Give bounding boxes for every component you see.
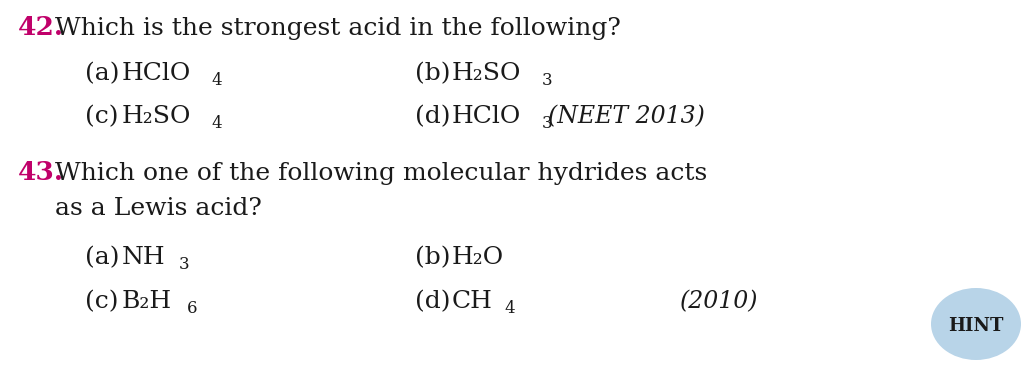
Text: B₂H: B₂H: [122, 290, 172, 313]
Text: (b): (b): [415, 246, 451, 269]
Text: 6: 6: [186, 300, 198, 317]
Text: Which one of the following molecular hydrides acts: Which one of the following molecular hyd…: [55, 162, 708, 185]
Text: HINT: HINT: [948, 317, 1004, 335]
Text: 3: 3: [542, 115, 552, 132]
Text: 43.: 43.: [18, 160, 63, 185]
Text: (b): (b): [415, 62, 451, 85]
Text: 4: 4: [505, 300, 515, 317]
Text: Which is the strongest acid in the following?: Which is the strongest acid in the follo…: [55, 17, 621, 40]
Text: (d): (d): [415, 105, 451, 128]
Text: (c): (c): [85, 105, 119, 128]
Text: (a): (a): [85, 246, 120, 269]
Text: 4: 4: [212, 115, 222, 132]
Text: HClO: HClO: [452, 105, 521, 128]
Text: (c): (c): [85, 290, 119, 313]
Text: H₂SO: H₂SO: [122, 105, 191, 128]
Text: as a Lewis acid?: as a Lewis acid?: [55, 197, 262, 220]
Text: 4: 4: [211, 72, 222, 89]
Text: HClO: HClO: [122, 62, 191, 85]
Text: NH: NH: [122, 246, 166, 269]
Ellipse shape: [931, 288, 1021, 360]
Text: (a): (a): [85, 62, 120, 85]
Text: (NEET 2013): (NEET 2013): [548, 105, 705, 128]
Text: H₂O: H₂O: [452, 246, 504, 269]
Text: CH: CH: [452, 290, 493, 313]
Text: 3: 3: [542, 72, 552, 89]
Text: (2010): (2010): [680, 290, 759, 313]
Text: (d): (d): [415, 290, 451, 313]
Text: 42.: 42.: [18, 15, 63, 40]
Text: H₂SO: H₂SO: [452, 62, 521, 85]
Text: 3: 3: [178, 256, 188, 273]
